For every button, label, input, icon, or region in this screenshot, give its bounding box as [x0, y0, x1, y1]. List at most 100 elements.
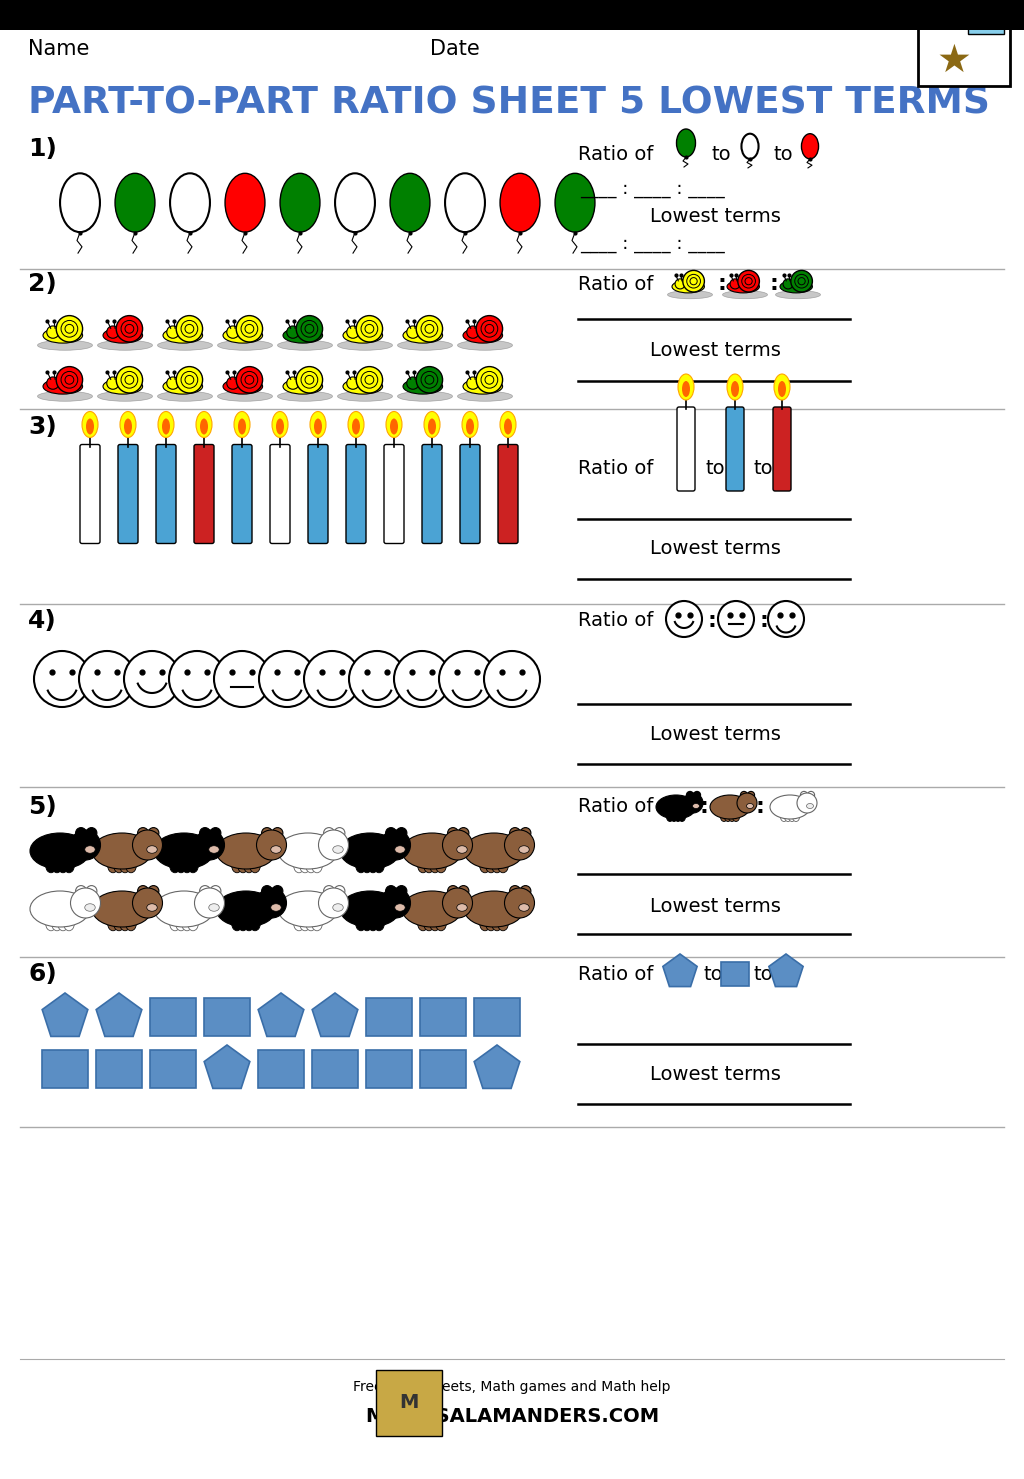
- Ellipse shape: [103, 328, 142, 343]
- Ellipse shape: [244, 859, 254, 873]
- Ellipse shape: [126, 917, 136, 930]
- Ellipse shape: [234, 411, 250, 438]
- Ellipse shape: [390, 419, 398, 435]
- Ellipse shape: [678, 374, 694, 399]
- Ellipse shape: [52, 859, 62, 873]
- Ellipse shape: [436, 859, 446, 873]
- Ellipse shape: [163, 328, 203, 343]
- Ellipse shape: [294, 917, 304, 930]
- Circle shape: [718, 600, 754, 637]
- Ellipse shape: [158, 340, 213, 351]
- Circle shape: [214, 651, 270, 707]
- Ellipse shape: [163, 379, 203, 393]
- Text: :: :: [708, 611, 717, 632]
- Circle shape: [272, 828, 283, 839]
- Ellipse shape: [555, 173, 595, 232]
- Ellipse shape: [403, 379, 442, 393]
- Ellipse shape: [671, 812, 678, 821]
- Ellipse shape: [278, 392, 333, 401]
- Circle shape: [520, 828, 530, 839]
- Ellipse shape: [397, 392, 453, 401]
- Circle shape: [807, 791, 815, 799]
- Ellipse shape: [667, 812, 674, 821]
- FancyBboxPatch shape: [422, 445, 442, 543]
- Circle shape: [124, 651, 180, 707]
- Circle shape: [47, 325, 59, 339]
- Ellipse shape: [500, 173, 540, 232]
- Ellipse shape: [458, 340, 512, 351]
- Ellipse shape: [43, 379, 83, 393]
- Polygon shape: [42, 992, 88, 1037]
- Ellipse shape: [390, 173, 430, 232]
- Ellipse shape: [278, 890, 338, 927]
- Ellipse shape: [340, 833, 400, 870]
- Ellipse shape: [311, 917, 323, 930]
- Ellipse shape: [170, 917, 180, 930]
- Circle shape: [56, 367, 83, 393]
- Circle shape: [106, 377, 119, 389]
- Ellipse shape: [283, 328, 323, 343]
- Ellipse shape: [807, 803, 813, 809]
- Circle shape: [683, 793, 703, 813]
- Ellipse shape: [466, 419, 474, 435]
- Circle shape: [737, 793, 757, 813]
- Circle shape: [256, 830, 287, 859]
- Circle shape: [176, 315, 203, 342]
- Ellipse shape: [217, 392, 272, 401]
- Circle shape: [304, 651, 360, 707]
- Ellipse shape: [283, 379, 323, 393]
- FancyBboxPatch shape: [726, 407, 744, 491]
- Circle shape: [167, 325, 179, 339]
- Ellipse shape: [270, 846, 282, 853]
- Ellipse shape: [108, 859, 118, 873]
- FancyBboxPatch shape: [677, 407, 695, 491]
- Ellipse shape: [126, 859, 136, 873]
- Ellipse shape: [723, 291, 768, 299]
- Circle shape: [71, 830, 100, 859]
- Bar: [366, 1050, 412, 1089]
- Ellipse shape: [485, 917, 497, 930]
- Circle shape: [132, 887, 163, 918]
- Circle shape: [226, 325, 239, 339]
- Circle shape: [791, 271, 812, 291]
- Circle shape: [296, 367, 323, 393]
- Ellipse shape: [82, 411, 98, 438]
- Ellipse shape: [462, 411, 478, 438]
- Ellipse shape: [225, 173, 265, 232]
- Ellipse shape: [244, 917, 254, 930]
- Ellipse shape: [146, 904, 158, 911]
- Circle shape: [324, 886, 335, 896]
- Ellipse shape: [504, 419, 512, 435]
- Circle shape: [347, 377, 359, 389]
- Text: PART-TO-PART RATIO SHEET 5 LOWEST TERMS: PART-TO-PART RATIO SHEET 5 LOWEST TERMS: [28, 86, 990, 121]
- Ellipse shape: [682, 382, 690, 396]
- Circle shape: [447, 828, 459, 839]
- Ellipse shape: [250, 859, 260, 873]
- Ellipse shape: [721, 812, 727, 821]
- Ellipse shape: [338, 340, 392, 351]
- Polygon shape: [258, 992, 304, 1037]
- Bar: [0, 0, 1024, 30]
- Ellipse shape: [458, 392, 512, 401]
- Ellipse shape: [43, 328, 83, 343]
- Ellipse shape: [361, 917, 373, 930]
- Ellipse shape: [85, 904, 95, 911]
- Polygon shape: [663, 954, 697, 986]
- Ellipse shape: [97, 340, 153, 351]
- Ellipse shape: [238, 859, 248, 873]
- Circle shape: [176, 367, 203, 393]
- Ellipse shape: [741, 133, 759, 158]
- Text: Ratio of: Ratio of: [578, 797, 653, 816]
- Text: ____ : ____ : ____: ____ : ____ : ____: [580, 235, 725, 253]
- Ellipse shape: [306, 859, 316, 873]
- Polygon shape: [204, 1046, 250, 1089]
- Ellipse shape: [498, 859, 508, 873]
- Circle shape: [167, 377, 179, 389]
- Circle shape: [510, 828, 520, 839]
- Ellipse shape: [731, 382, 739, 396]
- Ellipse shape: [374, 917, 384, 930]
- Text: 2): 2): [28, 272, 56, 296]
- Ellipse shape: [280, 173, 319, 232]
- Ellipse shape: [463, 328, 503, 343]
- Ellipse shape: [300, 859, 310, 873]
